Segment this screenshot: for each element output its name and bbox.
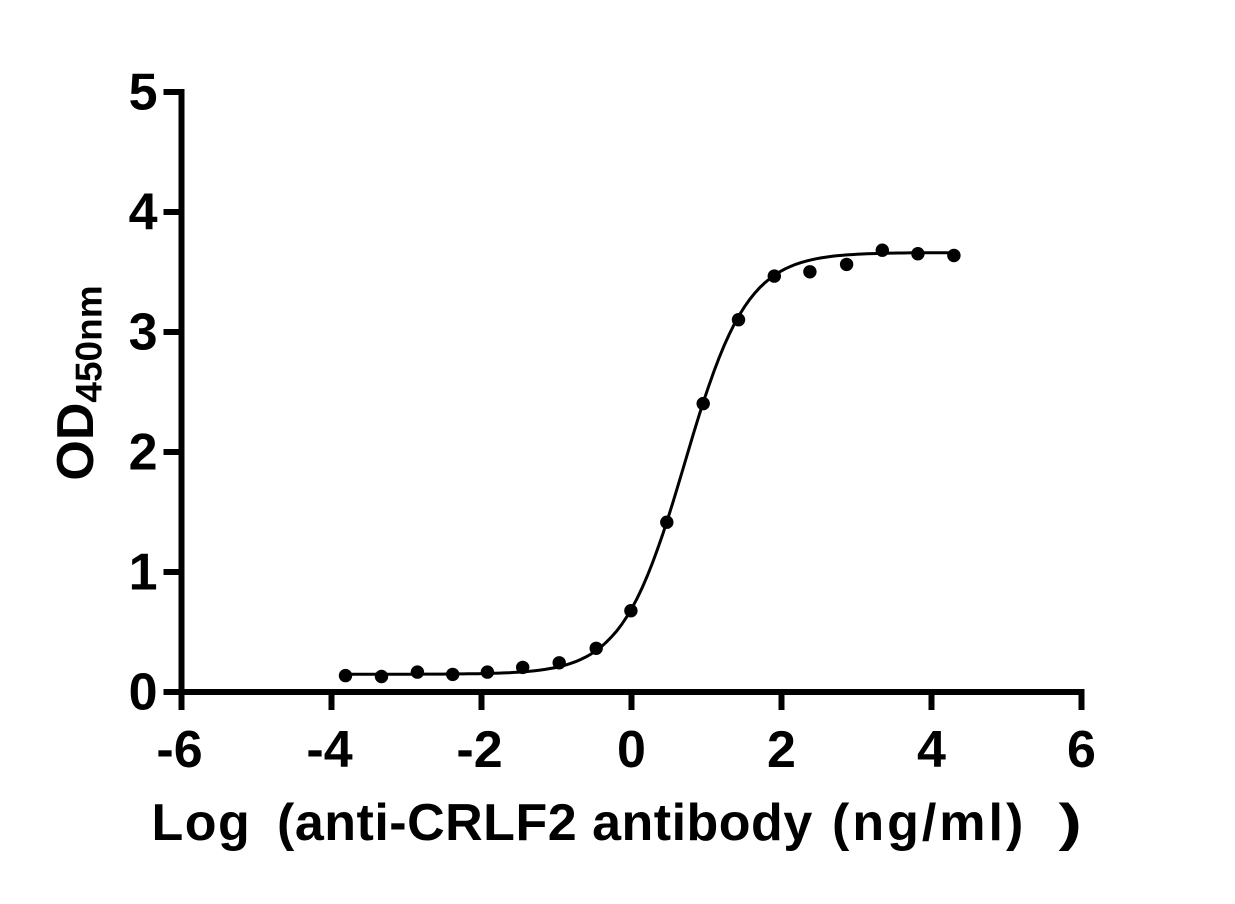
svg-text:Log: Log [152,794,252,852]
svg-text:6: 6 [1067,721,1096,779]
svg-text:(ng/ml): (ng/ml) [832,794,1026,852]
svg-text:-6: -6 [156,721,202,779]
svg-text:2: 2 [767,721,796,779]
svg-text:2: 2 [129,424,158,482]
svg-text:0: 0 [617,721,646,779]
svg-text:): ) [1059,794,1082,852]
svg-text:4: 4 [129,184,158,242]
svg-text:-4: -4 [306,721,352,779]
svg-text:1: 1 [129,544,158,602]
svg-text:3: 3 [129,304,158,362]
svg-text:-2: -2 [456,721,502,779]
svg-text:4: 4 [917,721,946,779]
svg-text:0: 0 [129,664,158,722]
svg-text:5: 5 [129,64,158,122]
svg-text:(anti-CRLF2 antibody: (anti-CRLF2 antibody [277,794,813,852]
